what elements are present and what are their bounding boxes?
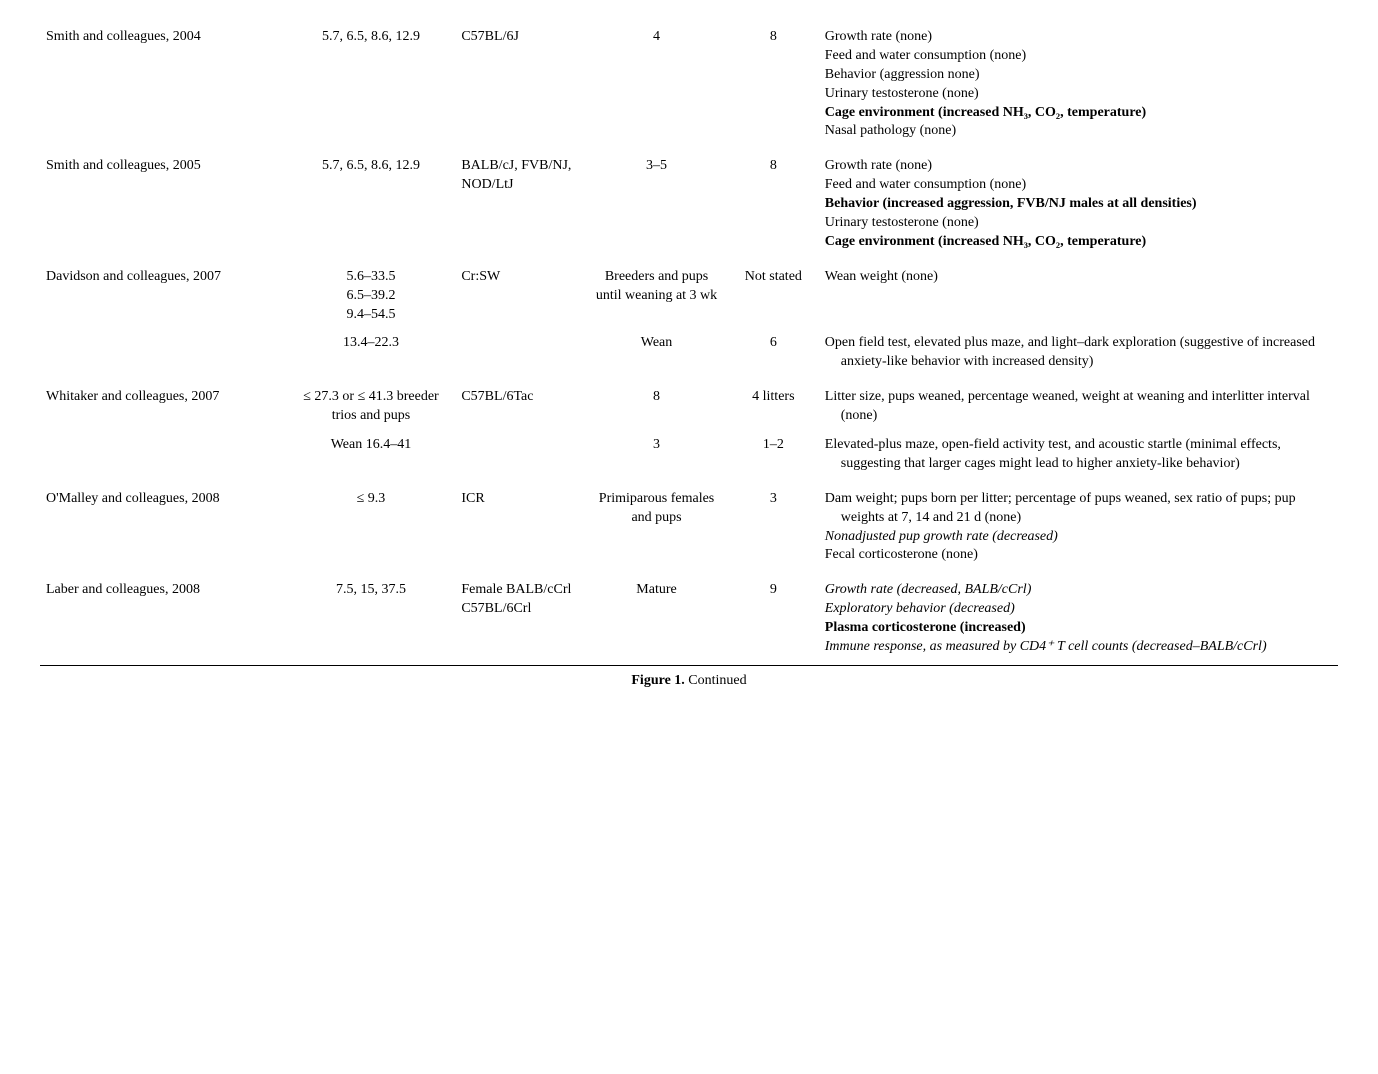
outcome-line: Litter size, pups weaned, percentage wea… [825,388,1332,426]
cell-strain: Female BALB/cCrl C57BL/6Crl [455,573,585,665]
figure-caption: Figure 1. Continued [40,666,1338,691]
outcome-line: Cage environment (increased NH₃, CO₂, te… [825,233,1332,252]
density-line: 9.4–54.5 [293,306,450,325]
table-row: Smith and colleagues, 2005 5.7, 6.5, 8.6,… [40,149,1338,259]
outcome-line: Plasma corticosterone (increased) [825,619,1332,638]
cell-strain: ICR [455,482,585,574]
cell-age: 4 [585,20,728,149]
cell-reference [40,332,287,380]
outcome-line: Elevated-plus maze, open-field activity … [825,436,1332,474]
cell-strain [455,332,585,380]
outcome-line: Immune response, as measured by CD4⁺ T c… [825,638,1332,657]
cell-density: 5.7, 6.5, 8.6, 12.9 [287,20,456,149]
cell-age: 8 [585,380,728,434]
cell-age: Primiparous females and pups [585,482,728,574]
outcome-line: Feed and water consumption (none) [825,47,1332,66]
outcome-line: Nasal pathology (none) [825,122,1332,141]
cell-density: ≤ 27.3 or ≤ 41.3 breeder trios and pups [287,380,456,434]
table-row: Laber and colleagues, 2008 7.5, 15, 37.5 F… [40,573,1338,665]
outcome-line: Feed and water consumption (none) [825,176,1332,195]
cell-age: Breeders and pups until weaning at 3 wk [585,260,728,333]
outcome-line: Urinary testosterone (none) [825,85,1332,104]
cell-age: 3 [585,434,728,482]
cell-outcomes: Elevated-plus maze, open-field activity … [819,434,1338,482]
table-row: Whitaker and colleagues, 2007≤ 27.3 or ≤… [40,380,1338,434]
cell-duration: 4 litters [728,380,819,434]
cell-outcomes: Dam weight; pups born per litter; percen… [819,482,1338,574]
cell-age: Wean [585,332,728,380]
cell-duration: 1–2 [728,434,819,482]
cell-reference [40,434,287,482]
cell-duration: 9 [728,573,819,665]
outcome-line: Growth rate (none) [825,157,1332,176]
cell-strain: BALB/cJ, FVB/NJ, NOD/LtJ [455,149,585,259]
density-line: 13.4–22.3 [293,334,450,353]
cell-strain: Cr:SW [455,260,585,333]
cell-reference: O'Malley and colleagues, 2008 [40,482,287,574]
cell-strain: C57BL/6Tac [455,380,585,434]
cell-reference: Whitaker and colleagues, 2007 [40,380,287,434]
table-row: Davidson and colleagues, 20075.6–33.56.5… [40,260,1338,333]
cell-duration: 8 [728,20,819,149]
table-row: Smith and colleagues, 2004 5.7, 6.5, 8.6,… [40,20,1338,149]
cell-outcomes: Wean weight (none) [819,260,1338,333]
cell-duration: Not stated [728,260,819,333]
density-line: 5.7, 6.5, 8.6, 12.9 [293,28,450,47]
cell-density: 7.5, 15, 37.5 [287,573,456,665]
cell-age: Mature [585,573,728,665]
outcome-line: Fecal corticosterone (none) [825,546,1332,565]
figure-label: Figure 1. [631,673,684,688]
cell-strain: C57BL/6J [455,20,585,149]
density-line: 5.6–33.5 [293,268,450,287]
outcome-line: Urinary testosterone (none) [825,214,1332,233]
cell-reference: Laber and colleagues, 2008 [40,573,287,665]
outcome-line: Wean weight (none) [825,268,1332,287]
outcome-line: Growth rate (decreased, BALB/cCrl) [825,581,1332,600]
cell-duration: 6 [728,332,819,380]
cell-outcomes: Litter size, pups weaned, percentage wea… [819,380,1338,434]
cell-density: 13.4–22.3 [287,332,456,380]
cell-outcomes: Open field test, elevated plus maze, and… [819,332,1338,380]
density-line: Wean 16.4–41 [293,436,450,455]
cell-density: 5.7, 6.5, 8.6, 12.9 [287,149,456,259]
table-row: 13.4–22.3 Wean6Open field test, elevated … [40,332,1338,380]
outcome-line: Growth rate (none) [825,28,1332,47]
outcome-line: Exploratory behavior (decreased) [825,600,1332,619]
density-line: 6.5–39.2 [293,287,450,306]
cell-reference: Smith and colleagues, 2004 [40,20,287,149]
density-line: 7.5, 15, 37.5 [293,581,450,600]
cell-strain [455,434,585,482]
outcome-line: Dam weight; pups born per litter; percen… [825,490,1332,528]
table-row: Wean 16.4–41 31–2Elevated-plus maze, open… [40,434,1338,482]
cell-reference: Smith and colleagues, 2005 [40,149,287,259]
cell-age: 3–5 [585,149,728,259]
density-line: ≤ 9.3 [293,490,450,509]
cell-duration: 3 [728,482,819,574]
cell-outcomes: Growth rate (none)Feed and water consump… [819,149,1338,259]
outcome-line: Behavior (aggression none) [825,66,1332,85]
outcome-line: Nonadjusted pup growth rate (decreased) [825,528,1332,547]
table-row: O'Malley and colleagues, 2008 ≤ 9.3 ICRPri… [40,482,1338,574]
cell-duration: 8 [728,149,819,259]
cell-density: 5.6–33.56.5–39.29.4–54.5 [287,260,456,333]
cell-density: Wean 16.4–41 [287,434,456,482]
cell-reference: Davidson and colleagues, 2007 [40,260,287,333]
cell-density: ≤ 9.3 [287,482,456,574]
study-table: Smith and colleagues, 2004 5.7, 6.5, 8.6,… [40,20,1338,666]
density-line: 5.7, 6.5, 8.6, 12.9 [293,157,450,176]
outcome-line: Open field test, elevated plus maze, and… [825,334,1332,372]
outcome-line: Behavior (increased aggression, FVB/NJ m… [825,195,1332,214]
outcome-line: Cage environment (increased NH₃, CO₂, te… [825,104,1332,123]
figure-caption-text: Continued [685,673,747,688]
density-line: ≤ 27.3 or ≤ 41.3 breeder trios and pups [293,388,450,426]
cell-outcomes: Growth rate (none)Feed and water consump… [819,20,1338,149]
cell-outcomes: Growth rate (decreased, BALB/cCrl)Explor… [819,573,1338,665]
